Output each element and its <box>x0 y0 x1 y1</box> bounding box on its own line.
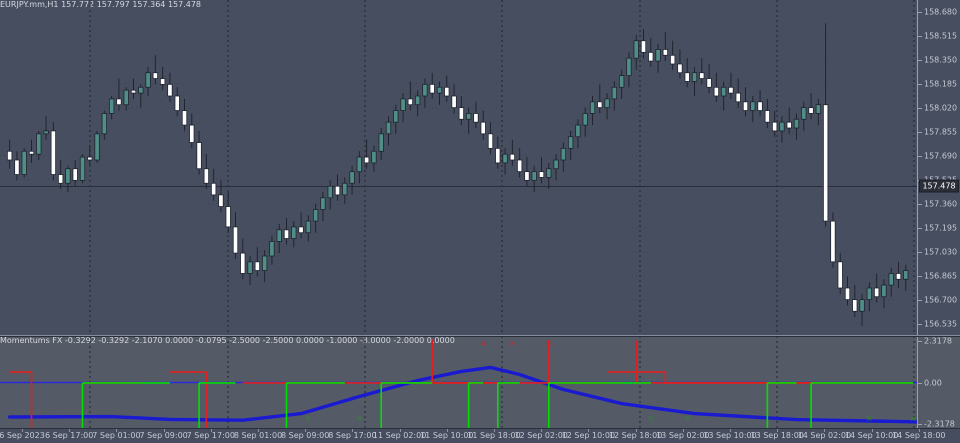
time-tick-mark <box>69 429 71 432</box>
time-tick-mark <box>352 429 354 432</box>
time-tick-label: 11 Sep 10:00 <box>420 431 474 440</box>
time-tick-label: 12 Sep 02:00 <box>514 431 568 440</box>
time-tick-label: 13 Sep 10:00 <box>703 431 757 440</box>
time-tick-label: 12 Sep 18:00 <box>608 431 663 440</box>
time-tick-label: 14 Sep 18:00 <box>892 431 946 440</box>
svg-text:×: × <box>509 339 516 348</box>
price-tick-label: 157.195 <box>924 223 958 233</box>
time-tick-mark <box>824 429 826 432</box>
time-tick-mark <box>588 429 590 432</box>
indicator-pane[interactable]: × × × × × × × × × 2.3178 0.00 -2.3178 Momentums FX… <box>0 336 960 429</box>
price-tick-mark <box>918 275 922 277</box>
time-tick-label: 8 Sep 01:00 <box>233 431 283 440</box>
price-tick-mark <box>918 203 922 205</box>
price-tick-label: 156.535 <box>924 319 958 329</box>
time-tick-label: 14 Sep 02:00 <box>797 431 852 440</box>
indicator-tick-label: -2.3178 <box>924 419 955 429</box>
price-tick-label: 158.350 <box>924 55 958 65</box>
time-tick-label: 13 Sep 02:00 <box>656 431 710 440</box>
price-tick-mark <box>918 299 922 301</box>
time-axis[interactable]: 6 Sep 2023 6 Sep 17:00 7 Sep 01:00 7 Sep 09… <box>0 429 960 443</box>
time-tick-mark <box>446 429 448 432</box>
svg-text:×: × <box>545 339 552 348</box>
price-tick-label: 157.030 <box>924 247 958 257</box>
price-tick-mark <box>918 131 922 133</box>
time-tick-label: 7 Sep 17:00 <box>186 431 235 440</box>
price-tick-mark <box>918 323 922 325</box>
price-tick-label: 157.855 <box>924 127 958 137</box>
indicator-axis[interactable]: 2.3178 0.00 -2.3178 <box>917 336 960 429</box>
time-tick-mark <box>22 429 23 432</box>
time-tick-mark <box>777 429 779 432</box>
svg-text:×: × <box>866 414 873 423</box>
time-tick-label: 11 Sep 18:00 <box>467 431 521 440</box>
price-tick-label: 158.185 <box>924 79 958 89</box>
price-tick-mark <box>918 11 922 13</box>
time-tick-label: 11 Sep 02:00 <box>372 431 427 440</box>
indicator-tick-label: 0.00 <box>924 378 942 387</box>
indicator-tick-mark <box>918 424 922 425</box>
time-tick-mark <box>541 429 543 432</box>
time-tick-mark <box>305 429 307 432</box>
indicator-plot-area[interactable]: × × × × × × × × × <box>0 336 918 429</box>
time-tick-mark <box>163 429 165 432</box>
price-tick-label: 158.680 <box>924 7 958 17</box>
last-price-label: 157.478 <box>919 179 959 193</box>
time-tick-label: 6 Sep 2023 <box>0 431 45 440</box>
time-tick-label: 7 Sep 09:00 <box>139 431 188 440</box>
price-tick-mark <box>918 227 922 229</box>
price-tick-mark <box>918 35 922 37</box>
time-tick-label: 8 Sep 17:00 <box>328 431 377 440</box>
svg-text:×: × <box>910 414 917 423</box>
price-tick-label: 156.700 <box>924 295 958 305</box>
time-tick-label: 8 Sep 09:00 <box>281 431 330 440</box>
time-tick-label: 6 Sep 17:00 <box>45 431 94 440</box>
time-tick-label: 14 Sep 10:00 <box>844 431 899 440</box>
indicator-tick-label: 2.3178 <box>924 336 952 346</box>
time-tick-mark <box>494 429 495 432</box>
svg-text:×: × <box>480 339 487 348</box>
price-chart-pane[interactable]: 157.478 158.680 158.515 158.350 158.185 158.… <box>0 0 960 336</box>
price-plot-area[interactable] <box>0 0 918 336</box>
price-tick-mark <box>918 59 922 61</box>
price-tick-mark <box>918 155 922 157</box>
momentums-fx-svg: × × × × × × × × × <box>0 336 918 429</box>
indicator-tick-mark <box>918 382 922 384</box>
time-tick-mark <box>399 429 401 432</box>
time-tick-mark <box>210 429 212 432</box>
time-tick-mark <box>682 429 684 432</box>
price-axis[interactable]: 157.478 158.680 158.515 158.350 158.185 158.… <box>917 0 960 336</box>
svg-text:×: × <box>356 414 363 423</box>
svg-text:×: × <box>305 414 312 423</box>
time-tick-label: 13 Sep 18:00 <box>750 431 804 440</box>
price-tick-mark <box>918 107 922 109</box>
indicator-tick-mark <box>918 341 922 342</box>
time-tick-label: 7 Sep 01:00 <box>92 431 141 440</box>
pane-divider <box>0 335 960 336</box>
indicator-top-border <box>0 336 960 337</box>
time-tick-mark <box>871 429 873 432</box>
time-tick-mark <box>635 429 637 432</box>
price-tick-label: 156.865 <box>924 271 958 281</box>
indicator-bottom-border <box>0 428 960 429</box>
time-tick-mark <box>918 429 920 432</box>
price-tick-label: 158.515 <box>924 31 958 41</box>
price-tick-mark <box>918 251 922 253</box>
svg-text:×: × <box>684 414 691 423</box>
price-tick-mark <box>918 83 922 85</box>
time-tick-mark <box>730 429 731 432</box>
svg-text:×: × <box>647 414 654 423</box>
price-candlestick-svg <box>0 0 918 336</box>
indicator-title: Momentums FX -0.3292 -0.3292 -2.1070 0.0… <box>0 336 455 345</box>
chart-title: EURJPY.mm,H1 157.772 157.797 157.364 157… <box>0 0 202 9</box>
time-tick-mark <box>116 429 118 432</box>
price-tick-label: 158.020 <box>924 103 958 113</box>
price-tick-label: 157.690 <box>924 151 958 161</box>
time-tick-label: 12 Sep 10:00 <box>561 431 616 440</box>
time-tick-mark <box>258 429 259 432</box>
price-tick-label: 157.525 <box>924 175 957 184</box>
price-tick-label: 157.360 <box>924 199 958 209</box>
